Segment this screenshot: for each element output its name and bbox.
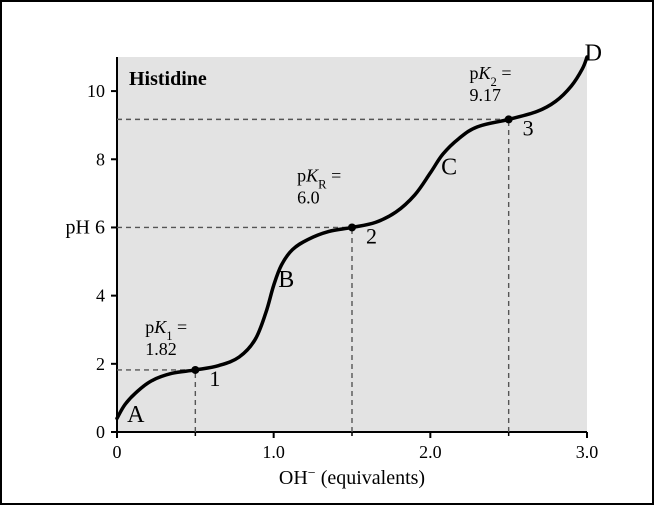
y-tick-label: 0	[96, 422, 105, 442]
y-axis-label: pH 6	[66, 216, 105, 238]
region-label: A	[127, 402, 145, 428]
equivalence-point-number: 1	[209, 366, 220, 391]
chart-title: Histidine	[129, 68, 207, 90]
region-label: B	[278, 267, 294, 293]
chart-frame: 024810pH 601.02.03.0OH− (equivalents)1pK…	[0, 0, 654, 505]
x-axis-label: OH− (equivalents)	[279, 466, 425, 490]
equivalence-point-marker	[505, 115, 513, 123]
titration-chart: 024810pH 601.02.03.0OH− (equivalents)1pK…	[2, 2, 652, 503]
x-tick-label: 0	[113, 442, 122, 462]
pk-value: 1.82	[145, 339, 177, 359]
y-tick-label: 4	[96, 286, 105, 306]
y-tick-label: 8	[96, 149, 105, 169]
x-tick-label: 2.0	[419, 442, 442, 462]
pk-value: 6.0	[297, 187, 320, 207]
pk-value: 9.17	[470, 85, 502, 105]
y-tick-label: 10	[87, 81, 105, 101]
region-label: C	[441, 155, 457, 181]
x-tick-label: 3.0	[576, 442, 599, 462]
x-tick-label: 1.0	[262, 442, 285, 462]
region-label: D	[585, 40, 602, 66]
equivalence-point-marker	[191, 366, 199, 374]
y-tick-label: 2	[96, 354, 105, 374]
equivalence-point-number: 2	[366, 223, 377, 248]
equivalence-point-marker	[348, 223, 356, 231]
equivalence-point-number: 3	[523, 115, 534, 140]
